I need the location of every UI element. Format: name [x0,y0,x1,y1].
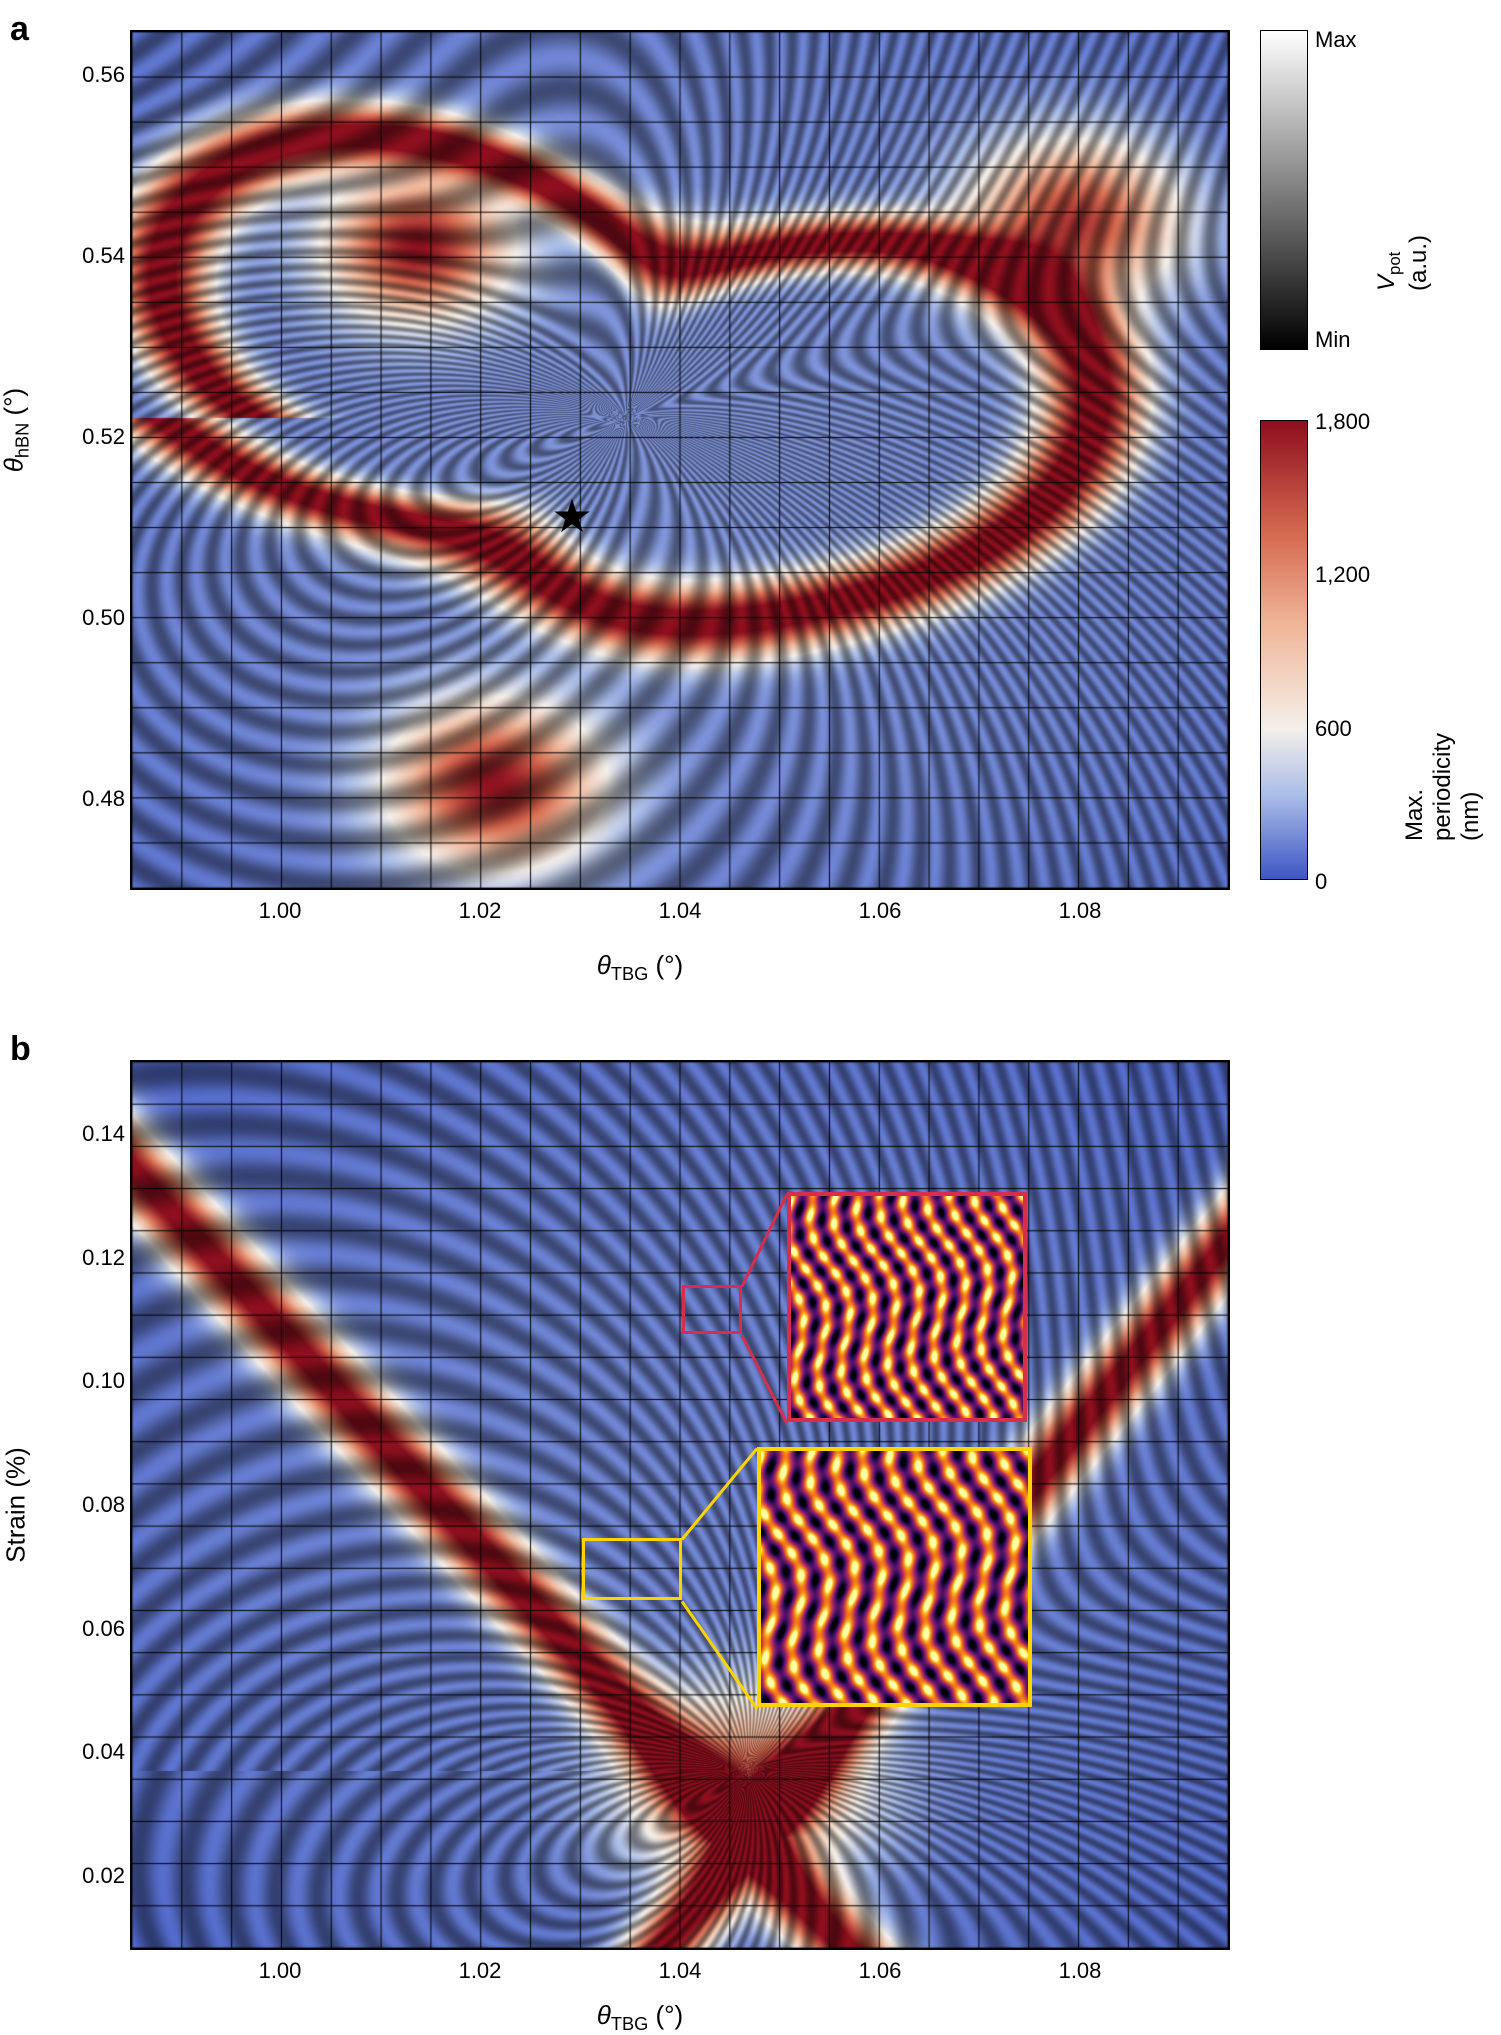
panel-b-heatmap [130,1060,1230,1950]
figure: a b ★ θhBN (°) θTBG (°) Max Min Vpot (a.… [0,0,1501,2018]
vpot-min-label: Min [1315,327,1350,353]
y-tick: 0.48 [55,786,125,812]
panel-a-x-label: θTBG (°) [597,950,683,985]
y-tick: 0.50 [55,605,125,631]
panel-label-b: b [10,1030,31,1069]
panel-b-y-label: Strain (%) [1,1447,32,1563]
x-tick: 1.00 [259,1958,302,1984]
y-tick: 0.02 [55,1863,125,1889]
vpot-max-label: Max [1315,27,1357,53]
y-tick: 0.56 [55,62,125,88]
x-tick: 1.02 [459,898,502,924]
y-tick: 0.12 [55,1245,125,1271]
periodicity-title: Max. periodicity (nm) [1401,733,1485,841]
y-tick: 0.08 [55,1492,125,1518]
panel-label-a: a [10,10,29,49]
inset-red-image [787,1192,1027,1422]
x-tick: 1.08 [1059,1958,1102,1984]
y-tick: 0.52 [55,424,125,450]
inset-yellow-source-rect [582,1538,682,1600]
x-tick: 1.00 [259,898,302,924]
vpot-title: Vpot (a.u.) [1373,235,1433,291]
y-tick: 0.10 [55,1368,125,1394]
periodicity-tick: 1,800 [1315,409,1370,435]
periodicity-tick: 600 [1315,716,1352,742]
y-tick: 0.06 [55,1616,125,1642]
y-tick: 0.04 [55,1739,125,1765]
periodicity-tick: 0 [1315,869,1327,895]
inset-yellow-image [757,1447,1032,1707]
x-tick: 1.02 [459,1958,502,1984]
panel-a-y-label: θhBN (°) [0,388,34,472]
x-tick: 1.06 [859,898,902,924]
x-tick: 1.08 [1059,898,1102,924]
periodicity-tick: 1,200 [1315,562,1370,588]
x-tick: 1.04 [659,1958,702,1984]
x-tick: 1.06 [859,1958,902,1984]
y-tick: 0.14 [55,1121,125,1147]
inset-red-source-rect [682,1285,742,1334]
panel-a-heatmap: ★ [130,30,1230,890]
x-tick: 1.04 [659,898,702,924]
colorbar-vpot: Max Min Vpot (a.u.) [1260,30,1308,350]
y-tick: 0.54 [55,243,125,269]
colorbar-periodicity: Max. periodicity (nm) 06001,2001,800 [1260,420,1308,880]
